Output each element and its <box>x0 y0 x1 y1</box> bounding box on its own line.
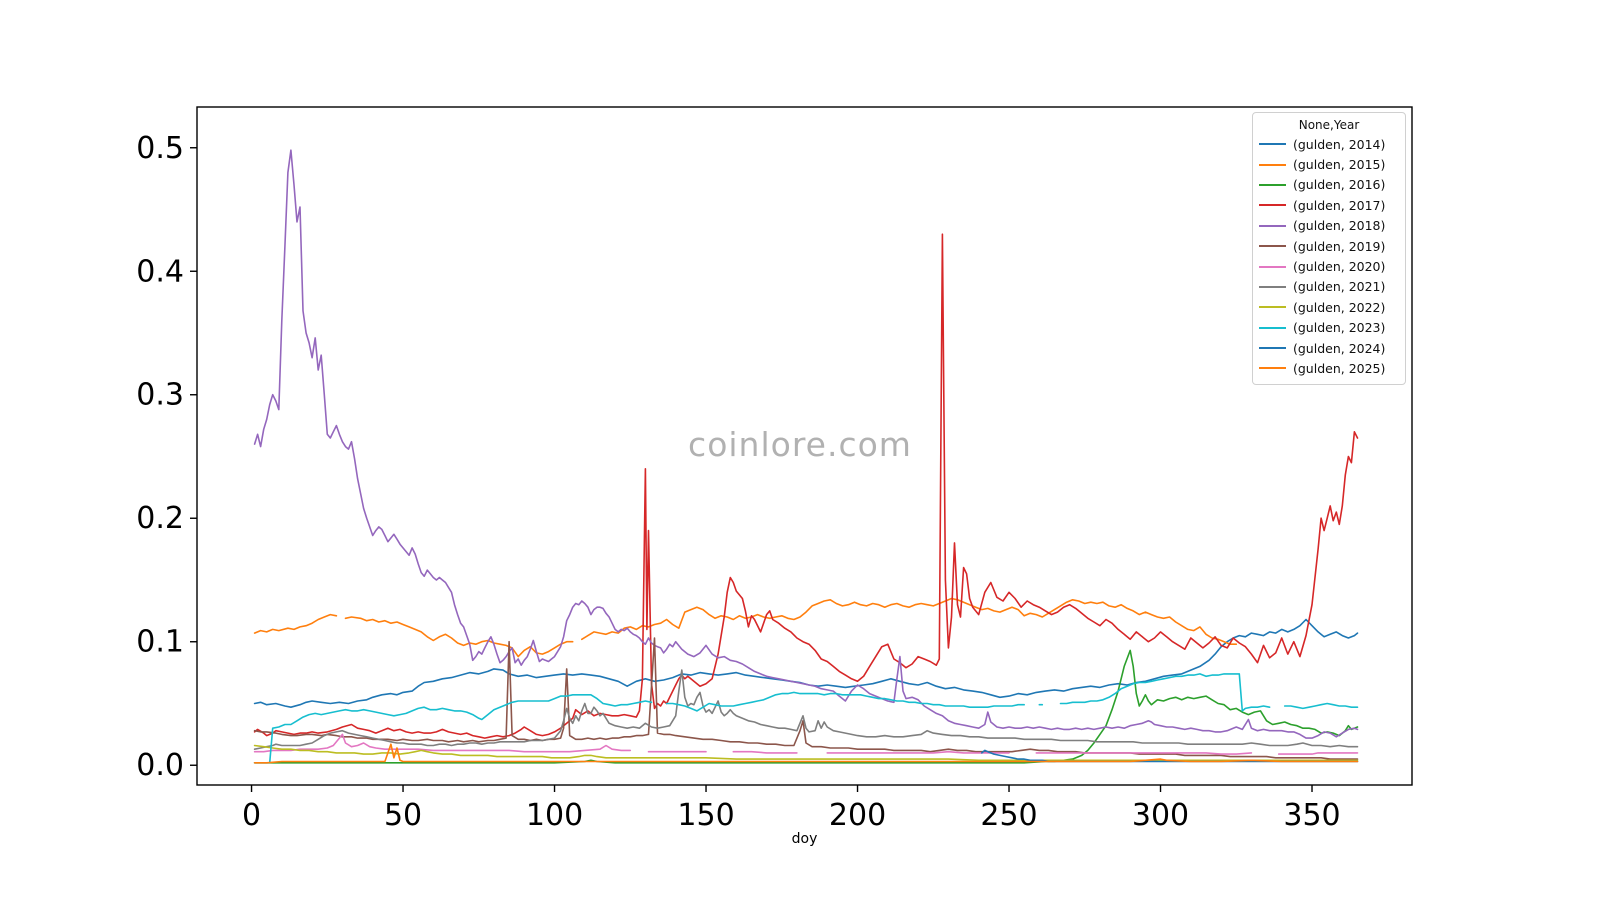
legend-item-label: (gulden, 2014) <box>1293 136 1386 152</box>
legend-item-label: (gulden, 2017) <box>1293 197 1386 213</box>
legend-item: (gulden, 2025) <box>1259 358 1399 378</box>
series-line <box>253 233 1359 739</box>
x-tick-label: 350 <box>1283 798 1340 833</box>
legend-box: None,Year (gulden, 2014) (gulden, 2015) (g… <box>1252 112 1406 385</box>
y-tick-label: 0.1 <box>136 625 184 660</box>
series-line <box>253 649 1359 764</box>
series-line <box>253 149 1359 739</box>
legend-items: (gulden, 2014) (gulden, 2015) (gulden, 201… <box>1259 134 1399 379</box>
y-tick-label: 0.5 <box>136 131 184 166</box>
plot-frame <box>196 106 1413 786</box>
legend-title: None,Year <box>1298 118 1360 132</box>
legend-item: (gulden, 2024) <box>1259 338 1399 358</box>
x-tick-label: 0 <box>242 798 261 833</box>
series-line <box>253 637 1359 760</box>
legend-item: (gulden, 2017) <box>1259 195 1399 215</box>
legend-line-sample <box>1259 285 1286 288</box>
legend-item-label: (gulden, 2023) <box>1293 320 1386 336</box>
legend-line-sample <box>1259 183 1286 186</box>
legend-item-label: (gulden, 2020) <box>1293 259 1386 275</box>
series-line <box>253 673 1359 764</box>
legend-line-sample <box>1259 163 1286 166</box>
y-tick-label: 0.0 <box>136 748 184 783</box>
legend-item-label: (gulden, 2018) <box>1293 218 1386 234</box>
x-tick-label: 300 <box>1132 798 1189 833</box>
legend-line-sample <box>1259 265 1286 268</box>
series-line <box>253 669 1359 750</box>
legend-item: (gulden, 2016) <box>1259 175 1399 195</box>
x-tick-label: 250 <box>980 798 1037 833</box>
watermark: coinlore.com <box>688 425 912 464</box>
x-tick-label: 200 <box>829 798 886 833</box>
x-tick-label: 50 <box>384 798 422 833</box>
legend-item: (gulden, 2022) <box>1259 297 1399 317</box>
legend-item: (gulden, 2019) <box>1259 236 1399 256</box>
series-line <box>253 743 1359 764</box>
series-group <box>253 149 1359 764</box>
legend-line-sample <box>1259 143 1286 146</box>
legend-item: (gulden, 2018) <box>1259 216 1399 236</box>
y-tick-label: 0.2 <box>136 501 184 536</box>
legend-item-label: (gulden, 2024) <box>1293 340 1386 356</box>
series-line <box>253 618 1359 708</box>
legend-line-sample <box>1259 326 1286 329</box>
legend-line-sample <box>1259 347 1286 350</box>
legend-line-sample <box>1259 306 1286 309</box>
legend-item: (gulden, 2021) <box>1259 277 1399 297</box>
legend-line-sample <box>1259 367 1286 370</box>
series-line <box>253 597 1238 658</box>
legend-line-sample <box>1259 224 1286 227</box>
legend-item: (gulden, 2023) <box>1259 318 1399 338</box>
legend-item-label: (gulden, 2022) <box>1293 299 1386 315</box>
legend-item: (gulden, 2014) <box>1259 134 1399 154</box>
legend-item-label: (gulden, 2025) <box>1293 360 1386 376</box>
legend-item-label: (gulden, 2019) <box>1293 238 1386 254</box>
y-tick-label: 0.4 <box>136 254 184 289</box>
x-tick-label: 150 <box>677 798 734 833</box>
y-tick-label: 0.3 <box>136 378 184 413</box>
legend-item: (gulden, 2015) <box>1259 154 1399 174</box>
legend-item-label: (gulden, 2015) <box>1293 157 1386 173</box>
legend-line-sample <box>1259 245 1286 248</box>
x-axis-label: doy <box>792 831 818 847</box>
legend-item-label: (gulden, 2016) <box>1293 177 1386 193</box>
x-tick-label: 100 <box>526 798 583 833</box>
legend-item-label: (gulden, 2021) <box>1293 279 1386 295</box>
legend-line-sample <box>1259 204 1286 207</box>
legend-item: (gulden, 2020) <box>1259 256 1399 276</box>
